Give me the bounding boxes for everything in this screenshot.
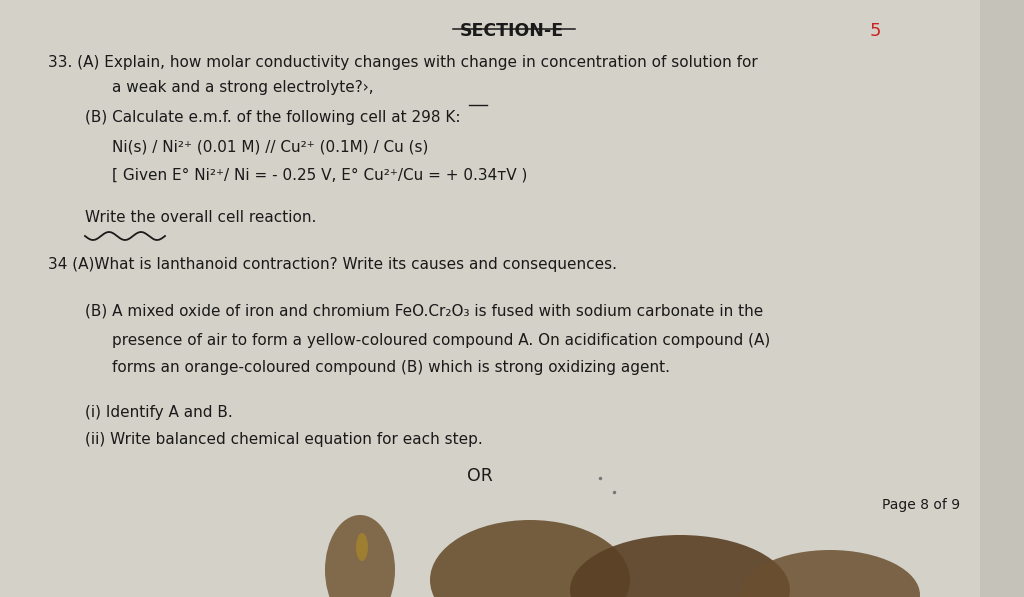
Text: forms an orange-coloured compound (B) which is strong oxidizing agent.: forms an orange-coloured compound (B) wh…	[112, 360, 670, 375]
Text: (ii) Write balanced chemical equation for each step.: (ii) Write balanced chemical equation fo…	[85, 432, 482, 447]
Text: 5: 5	[870, 22, 882, 40]
Ellipse shape	[430, 520, 630, 597]
Text: SECTION-E: SECTION-E	[460, 22, 564, 40]
Text: (i) Identify A and B.: (i) Identify A and B.	[85, 405, 232, 420]
Ellipse shape	[570, 535, 790, 597]
Text: Ni(s) / Ni²⁺ (0.01 M) // Cu²⁺ (0.1M) / Cu (s): Ni(s) / Ni²⁺ (0.01 M) // Cu²⁺ (0.1M) / C…	[112, 140, 428, 155]
Ellipse shape	[325, 515, 395, 597]
Text: (B) Calculate e.m.f. of the following cell at 298 K:: (B) Calculate e.m.f. of the following ce…	[85, 110, 461, 125]
Text: 33. (A) Explain, how molar conductivity changes with change in concentration of : 33. (A) Explain, how molar conductivity …	[48, 55, 758, 70]
FancyBboxPatch shape	[980, 0, 1024, 597]
Ellipse shape	[356, 533, 368, 561]
Text: (B) A mixed oxide of iron and chromium FeO.Cr₂O₃ is fused with sodium carbonate : (B) A mixed oxide of iron and chromium F…	[85, 303, 763, 318]
Text: Page 8 of 9: Page 8 of 9	[882, 498, 961, 512]
Text: presence of air to form a yellow-coloured compound A. On acidification compound : presence of air to form a yellow-coloure…	[112, 333, 770, 348]
Text: a weak and a strong electrolyte?›,: a weak and a strong electrolyte?›,	[112, 80, 374, 95]
Text: Write the overall cell reaction.: Write the overall cell reaction.	[85, 210, 316, 225]
Ellipse shape	[740, 550, 920, 597]
Text: OR: OR	[467, 467, 493, 485]
Text: [ Given E° Ni²⁺/ Ni = - 0.25 V, E° Cu²⁺/Cu = + 0.34ᴛV ): [ Given E° Ni²⁺/ Ni = - 0.25 V, E° Cu²⁺/…	[112, 167, 527, 182]
Text: 34 (A)What is lanthanoid contraction? Write its causes and consequences.: 34 (A)What is lanthanoid contraction? Wr…	[48, 257, 617, 272]
